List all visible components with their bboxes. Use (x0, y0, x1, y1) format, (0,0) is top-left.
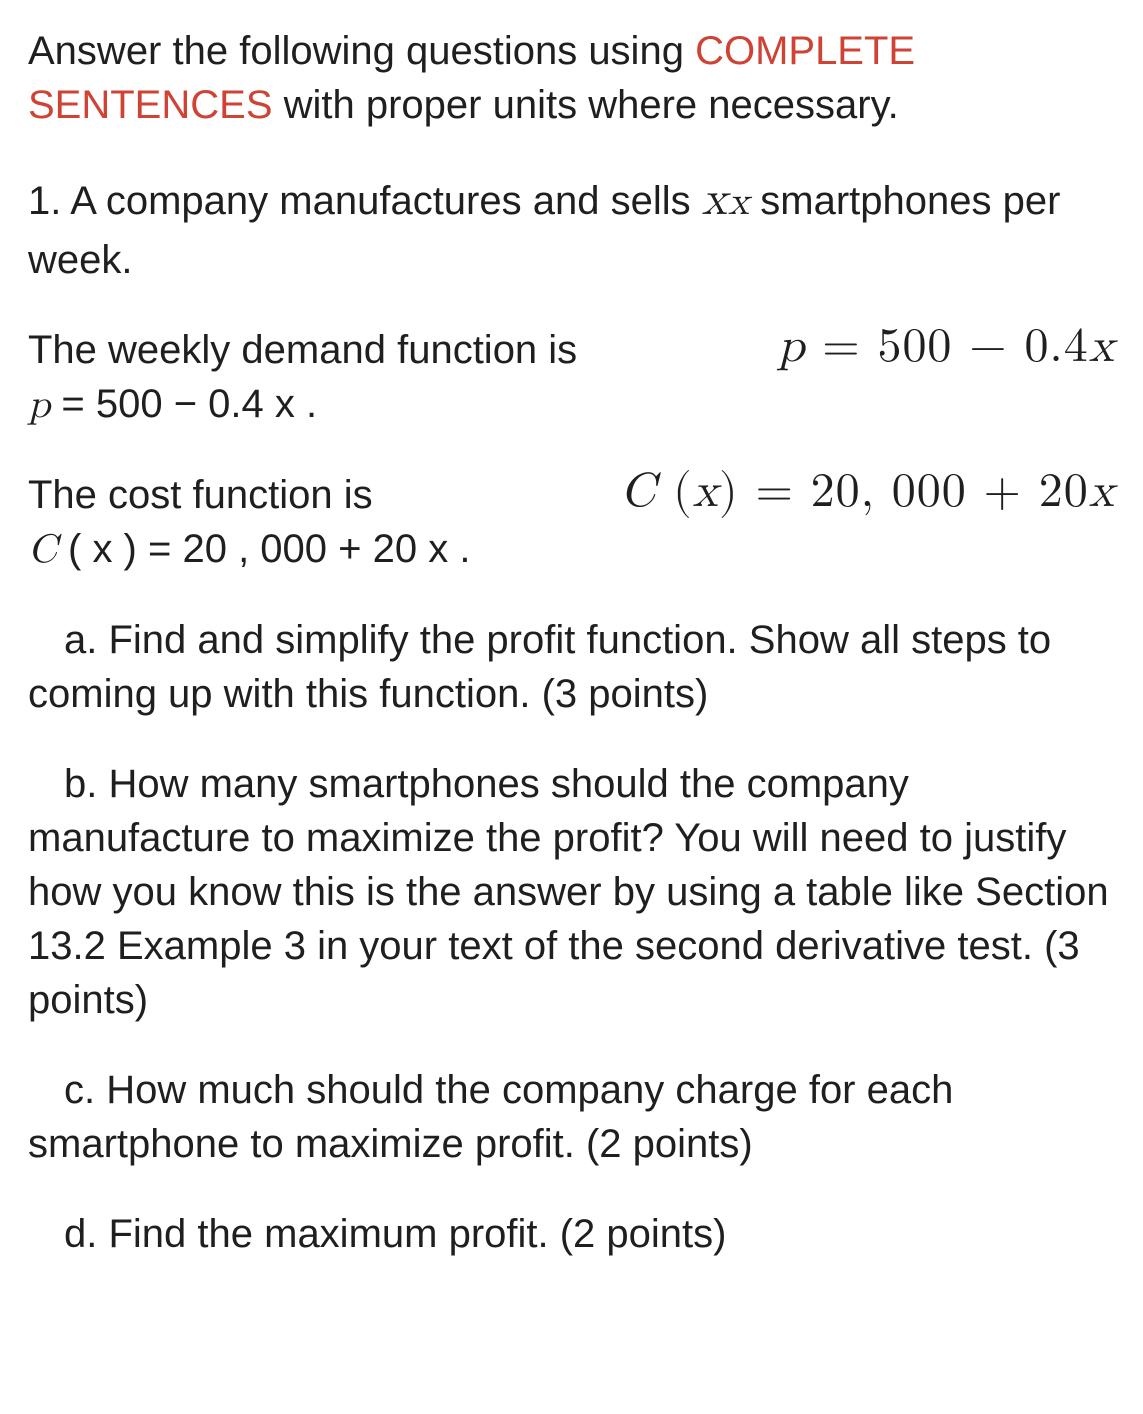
cost-function-display: C (x) = 20, 000 + 20x (620, 460, 1115, 525)
q1-var-x-second: x (728, 182, 749, 222)
demand-function-display: p = 500 − 0.4x (778, 315, 1115, 380)
q1-demand: p = 500 − 0.4x The weekly demand functio… (28, 323, 1115, 432)
demand-plain-rest: = 500 − 0.4 x . (50, 382, 317, 426)
q1-part-a: a. Find and simplify the profit function… (28, 613, 1115, 721)
cost-plain-rest: ( x ) = 20 , 000 + 20 x . (57, 527, 471, 571)
q1-cost: C (x) = 20, 000 + 20x The cost function … (28, 468, 1115, 577)
q1-stem: 1. A company manufactures and sells xx s… (28, 168, 1115, 287)
q1-part-b: b. How many smartphones should the compa… (28, 757, 1115, 1027)
q1-part-d: d. Find the maximum profit. (2 points) (28, 1207, 1115, 1261)
instructions: Answer the following questions using COM… (28, 24, 1115, 132)
instructions-post: with proper units where necessary. (273, 83, 899, 127)
q1-part-c: c. How much should the company charge fo… (28, 1063, 1115, 1171)
demand-plain-p: p (28, 385, 50, 425)
q1-var-x-first: x (702, 176, 728, 224)
cost-plain-c: C (28, 530, 57, 570)
q1-stem-pre: 1. A company manufactures and sells (28, 179, 702, 223)
demand-lead: The weekly demand function is (28, 328, 577, 372)
instructions-pre: Answer the following questions using (28, 29, 695, 73)
cost-lead: The cost function is (28, 473, 373, 517)
